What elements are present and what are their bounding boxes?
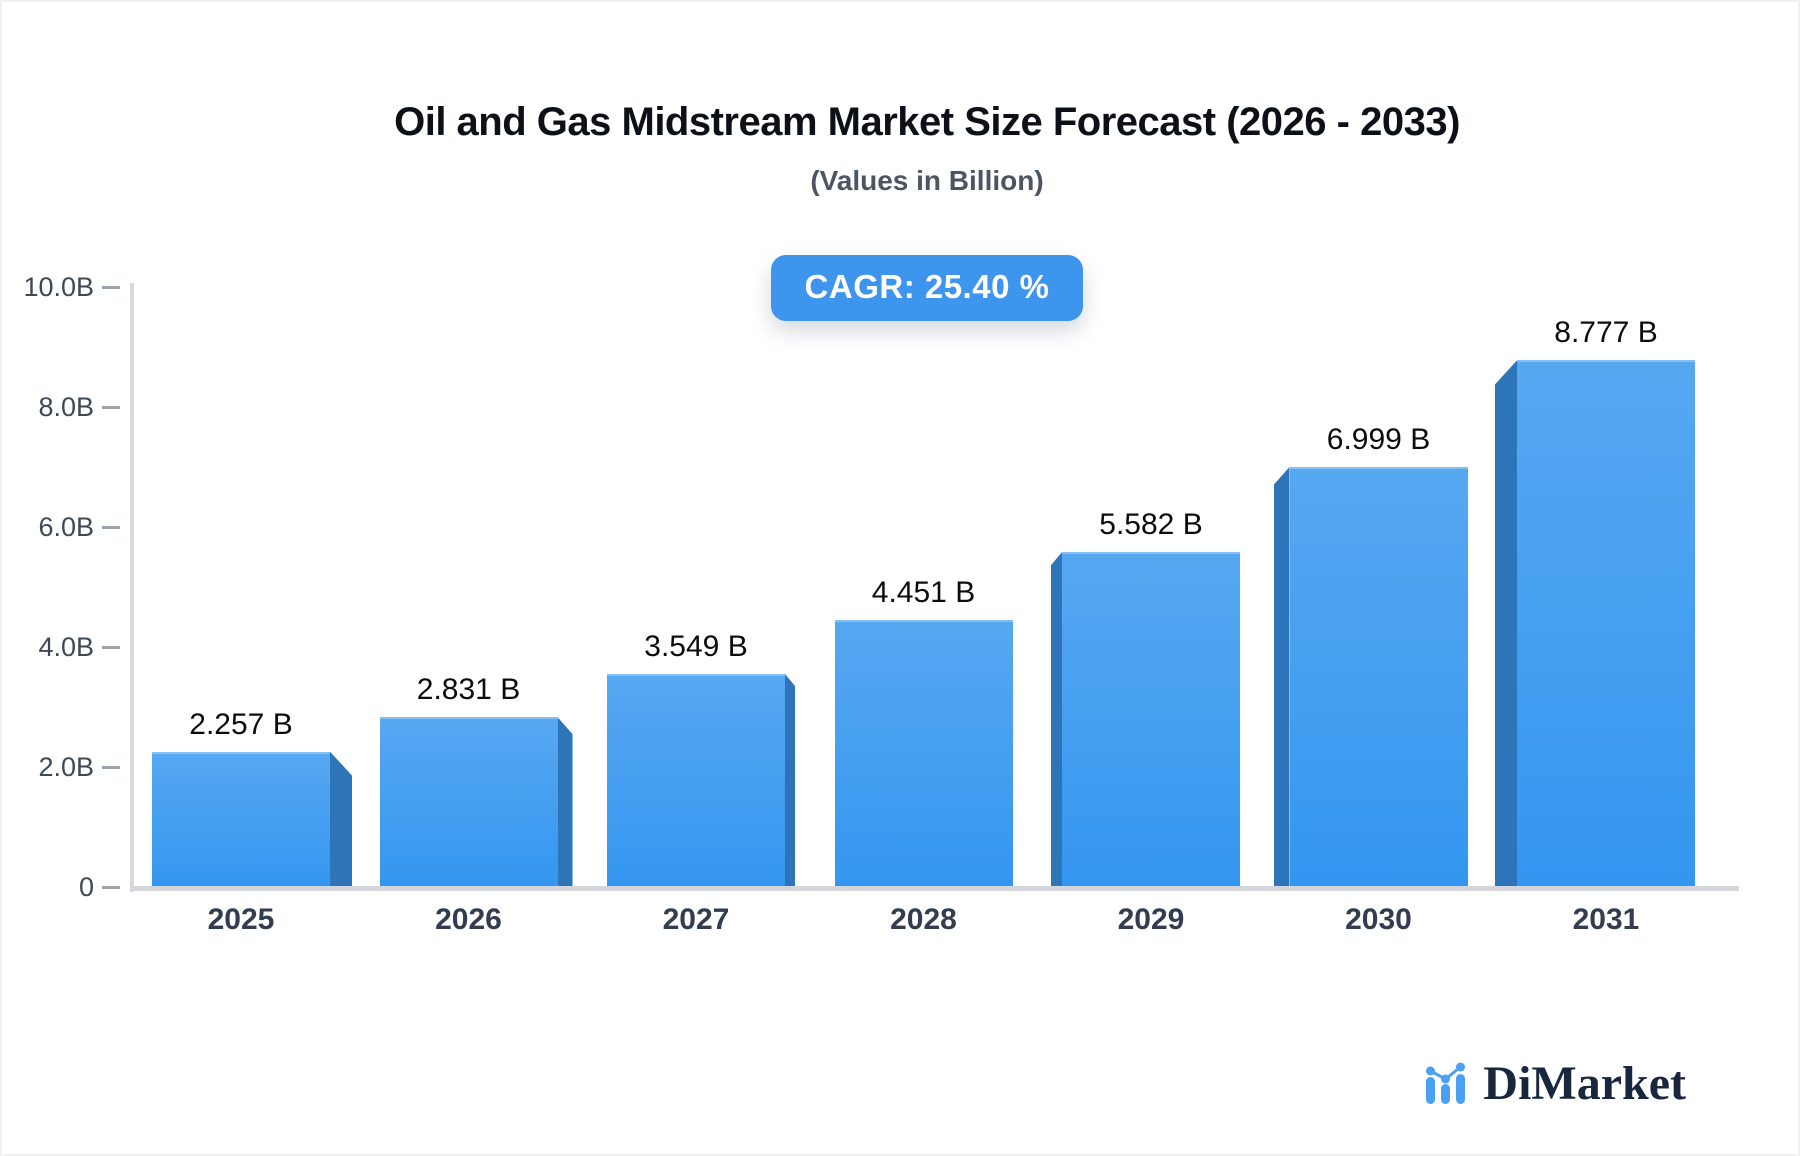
bar-2026 — [379, 717, 558, 887]
y-axis-tick-label: 2.0B — [38, 752, 94, 782]
bar-value-label: 4.451 B — [871, 575, 976, 609]
y-axis-tick-label: 10.0B — [23, 272, 94, 302]
x-axis-category-label: 2030 — [1345, 903, 1412, 936]
bar-3d-side — [1495, 360, 1517, 887]
x-axis-category-label: 2026 — [435, 903, 502, 936]
bar-3d-side — [1273, 467, 1290, 887]
bar-3d-side — [785, 674, 795, 887]
y-axis-tick — [102, 646, 120, 649]
y-axis-tick — [102, 526, 120, 529]
cagr-badge: CAGR: 25.40 % — [770, 255, 1084, 321]
y-axis-tick-label: 6.0B — [38, 512, 94, 542]
y-axis-tick-label: 0 — [78, 872, 94, 902]
bar-3d-side — [557, 717, 573, 887]
bar-value-label: 2.257 B — [189, 707, 293, 741]
y-axis-tick — [102, 886, 120, 889]
x-axis-category-label: 2027 — [662, 903, 730, 936]
bar-2028 — [834, 619, 1013, 887]
y-axis-tick — [102, 766, 120, 769]
x-axis-category-label: 2028 — [890, 903, 957, 936]
bar-value-label: 2.831 B — [416, 673, 521, 707]
y-axis-tick — [102, 286, 120, 289]
logo-text: DiMarket — [1483, 1057, 1686, 1110]
x-axis-baseline — [130, 886, 1739, 891]
bar-value-label: 5.582 B — [1099, 508, 1203, 542]
bar-2030 — [1289, 467, 1468, 887]
y-axis-tick — [102, 406, 120, 409]
y-axis-tick-label: 8.0B — [38, 392, 94, 422]
bar-line-chart-icon — [1421, 1060, 1471, 1108]
x-axis-category-label: 2029 — [1117, 903, 1185, 936]
chart-subtitle: (Values in Billion) — [810, 165, 1044, 196]
bar-3d-side — [1051, 552, 1062, 887]
y-axis-line — [130, 283, 134, 892]
x-axis-category-label: 2025 — [207, 903, 275, 936]
bar-2025 — [152, 751, 330, 887]
bar-2027 — [607, 674, 785, 887]
chart-title: Oil and Gas Midstream Market Size Foreca… — [394, 100, 1460, 144]
bar-2029 — [1062, 552, 1240, 887]
bar-3d-side — [330, 751, 352, 887]
y-axis-tick-label: 4.0B — [38, 632, 94, 662]
x-axis-category-label: 2031 — [1572, 903, 1640, 936]
bar-value-label: 8.777 B — [1554, 316, 1658, 350]
brand-logo: DiMarket — [1421, 1060, 1686, 1108]
bar-value-label: 3.549 B — [644, 630, 748, 664]
bar-2031 — [1517, 360, 1695, 887]
bar-value-label: 6.999 B — [1326, 423, 1431, 457]
